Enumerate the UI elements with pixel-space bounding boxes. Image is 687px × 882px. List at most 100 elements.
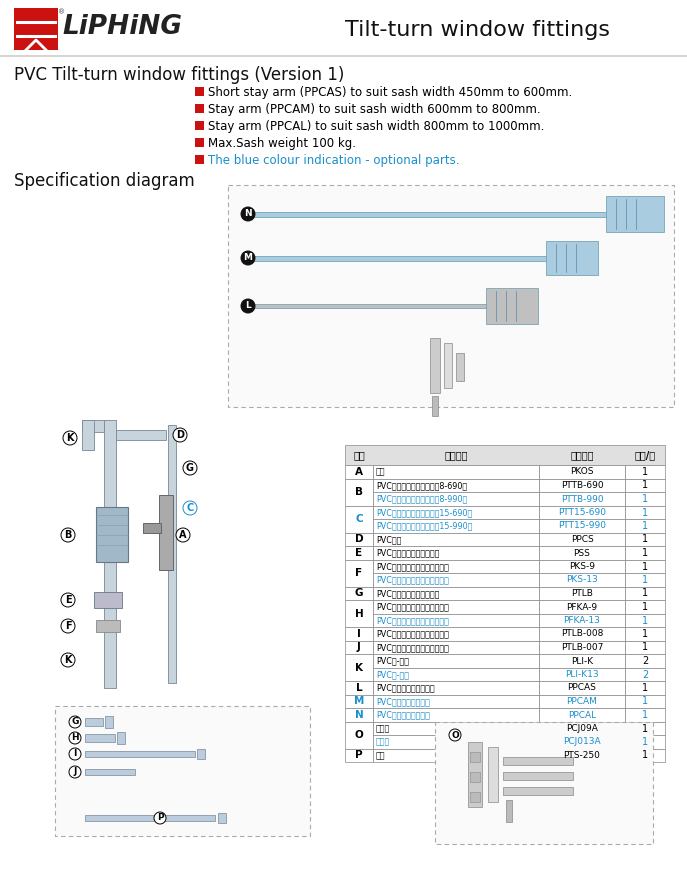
Bar — [625, 695, 665, 708]
Text: O: O — [354, 730, 363, 740]
Bar — [625, 546, 665, 560]
Bar — [14, 8, 58, 50]
Circle shape — [449, 729, 461, 741]
Text: D: D — [354, 534, 363, 544]
Bar — [96, 620, 120, 632]
Bar — [539, 668, 625, 681]
Text: Max.Sash weight 100 kg.: Max.Sash weight 100 kg. — [208, 137, 356, 150]
Text: A: A — [355, 467, 363, 477]
Text: E: E — [65, 595, 71, 605]
Bar — [625, 736, 665, 749]
Text: I: I — [357, 629, 361, 639]
Bar — [85, 718, 103, 726]
Text: PTT15-690: PTT15-690 — [558, 508, 606, 517]
Text: F: F — [65, 621, 71, 631]
Bar — [539, 695, 625, 708]
Bar — [539, 601, 625, 614]
Bar — [373, 668, 539, 681]
Bar — [345, 695, 373, 708]
Text: 1: 1 — [642, 616, 648, 625]
Text: 1: 1 — [642, 588, 648, 599]
Text: E: E — [355, 548, 363, 558]
Bar — [625, 708, 665, 721]
Bar — [116, 430, 166, 440]
Text: PVC室内平开下悬防垂保险配件: PVC室内平开下悬防垂保险配件 — [376, 575, 449, 585]
Bar — [503, 772, 573, 780]
Text: PTLB: PTLB — [571, 589, 593, 598]
Text: PCJ013A: PCJ013A — [563, 737, 601, 746]
Bar — [625, 505, 665, 519]
Bar — [625, 681, 665, 695]
Text: O: O — [451, 730, 459, 739]
Bar — [55, 706, 310, 836]
Bar — [373, 749, 539, 762]
Text: 产品名称: 产品名称 — [444, 450, 468, 460]
Text: J: J — [357, 642, 361, 653]
Text: 1: 1 — [642, 697, 648, 706]
Text: LiPHiNG: LiPHiNG — [62, 14, 182, 40]
Text: 2: 2 — [642, 669, 648, 679]
Bar — [246, 212, 616, 217]
Bar — [197, 749, 205, 759]
Text: 1: 1 — [642, 602, 648, 612]
Text: PPCAS: PPCAS — [567, 684, 596, 692]
Text: 数量/个: 数量/个 — [634, 450, 655, 460]
Circle shape — [154, 812, 166, 824]
Bar — [625, 668, 665, 681]
Bar — [373, 519, 539, 533]
Bar — [345, 601, 373, 627]
Text: 1: 1 — [642, 481, 648, 490]
Bar — [345, 479, 373, 505]
Circle shape — [183, 461, 197, 475]
Bar — [345, 465, 373, 479]
Bar — [85, 751, 195, 757]
Text: PFKA-9: PFKA-9 — [567, 602, 598, 611]
Text: G: G — [71, 717, 79, 727]
Bar — [503, 757, 573, 765]
Text: 1: 1 — [642, 737, 648, 747]
Bar — [503, 787, 573, 795]
Text: PVC室内平开下悬拉杆: PVC室内平开下悬拉杆 — [376, 711, 430, 720]
Bar — [625, 721, 665, 736]
Circle shape — [61, 653, 75, 667]
Bar — [345, 445, 665, 465]
Bar — [539, 640, 625, 654]
Bar — [345, 721, 373, 749]
Text: PVC室内平开下悬传动器（15-990）: PVC室内平开下悬传动器（15-990） — [376, 521, 473, 530]
Bar — [430, 338, 440, 393]
Bar — [546, 241, 598, 275]
Bar — [345, 749, 373, 762]
Text: 1: 1 — [642, 507, 648, 518]
Text: Tilt-turn window fittings: Tilt-turn window fittings — [345, 20, 610, 40]
Text: Stay arm (PPCAL) to suit sash width 800mm to 1000mm.: Stay arm (PPCAL) to suit sash width 800m… — [208, 120, 544, 133]
Bar — [606, 196, 664, 232]
Bar — [625, 492, 665, 505]
Text: PLI-K13: PLI-K13 — [565, 670, 599, 679]
Bar — [373, 614, 539, 627]
Bar — [625, 627, 665, 640]
Bar — [625, 601, 665, 614]
Bar — [345, 560, 373, 587]
Circle shape — [241, 299, 255, 313]
Bar — [539, 533, 625, 546]
Bar — [373, 681, 539, 695]
Text: PVC室内平开下悬传动器（15-690）: PVC室内平开下悬传动器（15-690） — [376, 508, 472, 517]
Bar — [117, 732, 125, 744]
Text: N: N — [244, 210, 252, 219]
Bar — [246, 304, 496, 308]
Bar — [373, 601, 539, 614]
Text: PVC转角: PVC转角 — [376, 535, 401, 544]
Circle shape — [173, 428, 187, 442]
Circle shape — [69, 766, 81, 778]
Bar — [373, 640, 539, 654]
Circle shape — [241, 251, 255, 265]
Bar — [625, 465, 665, 479]
Text: K: K — [66, 433, 74, 443]
Bar — [539, 721, 625, 736]
Bar — [373, 721, 539, 736]
Text: G: G — [186, 463, 194, 473]
Circle shape — [183, 501, 197, 515]
Bar — [435, 722, 653, 844]
Text: 1: 1 — [642, 521, 648, 531]
Bar — [488, 747, 498, 802]
